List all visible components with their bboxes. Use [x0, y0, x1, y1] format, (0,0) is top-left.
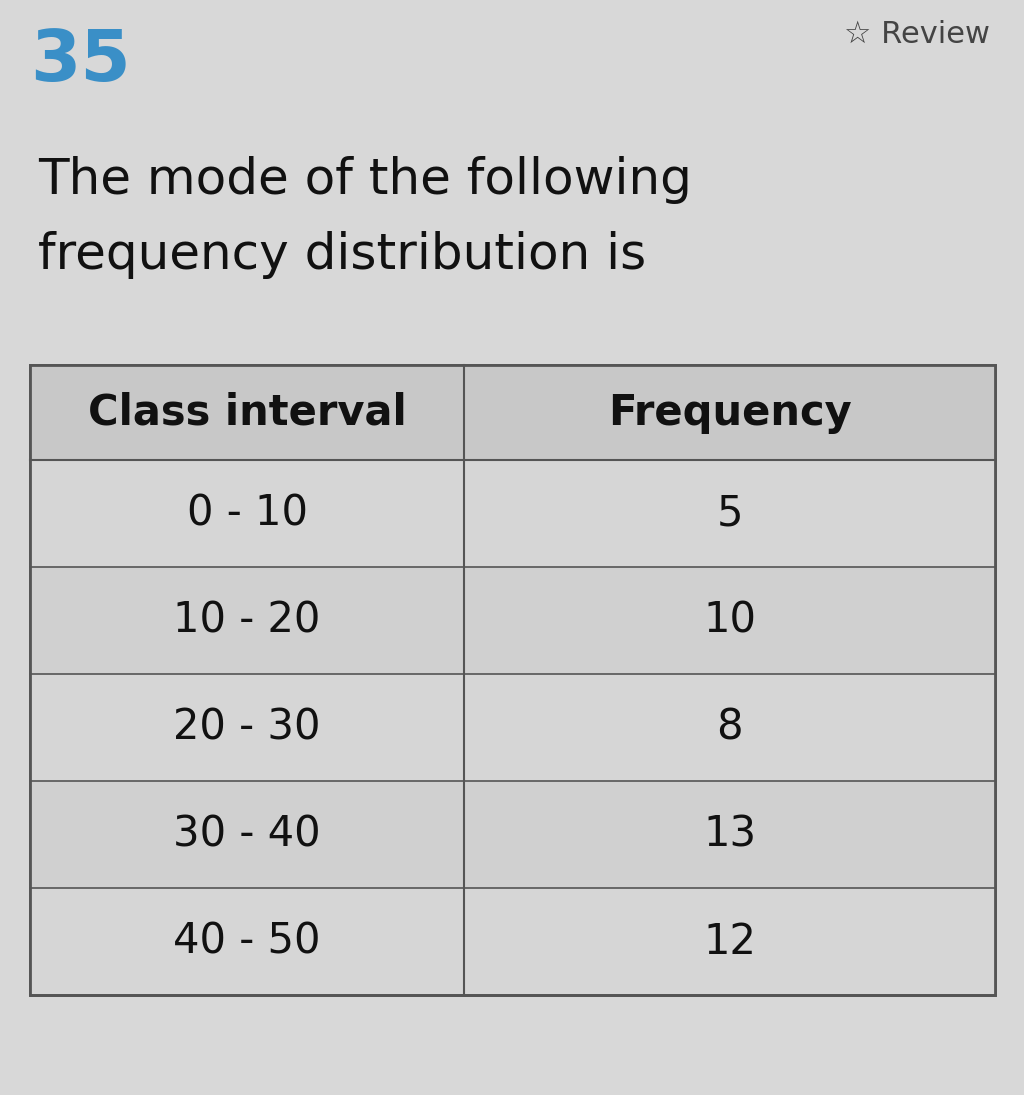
- Text: 20 - 30: 20 - 30: [173, 706, 321, 749]
- Text: 10: 10: [703, 599, 756, 642]
- Text: 0 - 10: 0 - 10: [186, 493, 307, 534]
- Text: The mode of the following: The mode of the following: [38, 155, 692, 204]
- Bar: [30, 460, 995, 567]
- Text: 8: 8: [717, 706, 743, 749]
- Bar: [30, 365, 995, 995]
- Text: 40 - 50: 40 - 50: [173, 921, 321, 963]
- Text: 5: 5: [717, 493, 742, 534]
- Text: frequency distribution is: frequency distribution is: [38, 231, 646, 279]
- Bar: [30, 781, 995, 888]
- Bar: [30, 675, 995, 781]
- Bar: [30, 888, 995, 995]
- Text: ☆ Review: ☆ Review: [844, 20, 990, 49]
- Text: Class interval: Class interval: [88, 392, 407, 434]
- Text: 30 - 40: 30 - 40: [173, 814, 321, 855]
- Text: 35: 35: [30, 27, 131, 96]
- Bar: [30, 365, 995, 995]
- Bar: [30, 567, 995, 675]
- Bar: [30, 365, 995, 460]
- Text: Frequency: Frequency: [608, 392, 852, 434]
- Text: 12: 12: [703, 921, 756, 963]
- Text: 13: 13: [703, 814, 756, 855]
- Text: 10 - 20: 10 - 20: [173, 599, 321, 642]
